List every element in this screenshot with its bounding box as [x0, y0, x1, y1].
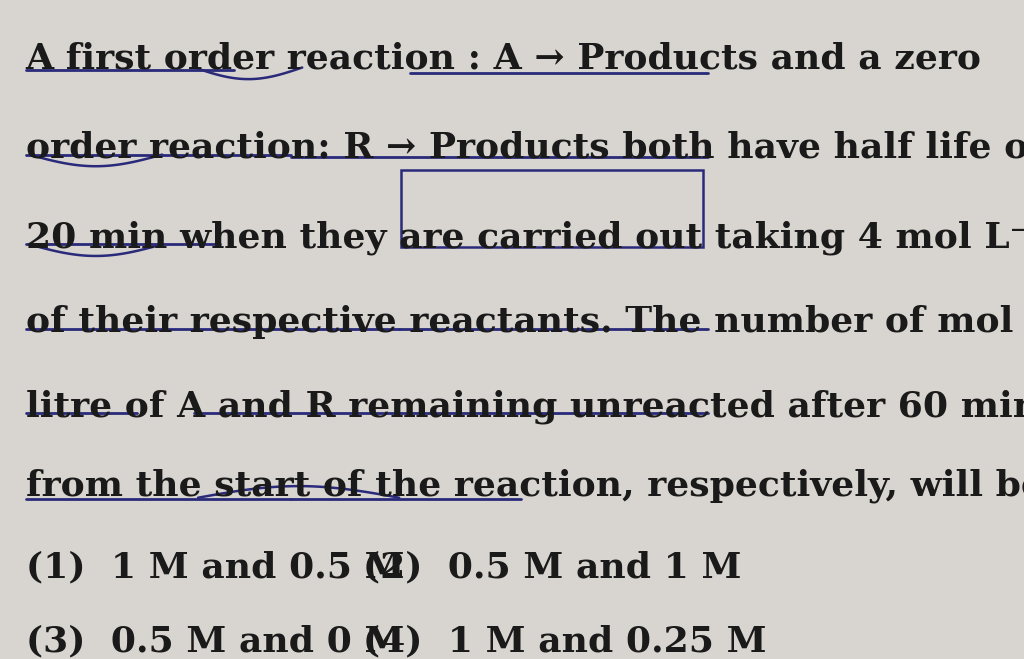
Text: (1)  1 M and 0.5 M: (1) 1 M and 0.5 M: [26, 550, 404, 585]
Text: litre of A and R remaining unreacted after 60 min: litre of A and R remaining unreacted aft…: [26, 389, 1024, 424]
Text: order reaction: R → Products both have half life of: order reaction: R → Products both have h…: [26, 131, 1024, 165]
Text: A first order reaction : A → Products and a zero: A first order reaction : A → Products an…: [26, 41, 982, 75]
Text: (3)  0.5 M and 0 M: (3) 0.5 M and 0 M: [26, 625, 404, 658]
Text: of their respective reactants. The number of mol per: of their respective reactants. The numbe…: [26, 305, 1024, 339]
Text: from the start of the reaction, respectively, will be :-: from the start of the reaction, respecti…: [26, 469, 1024, 503]
Text: (4)  1 M and 0.25 M: (4) 1 M and 0.25 M: [364, 625, 767, 658]
Text: 20 min when they are carried out taking 4 mol L⁻¹: 20 min when they are carried out taking …: [26, 221, 1024, 255]
Text: (2)  0.5 M and 1 M: (2) 0.5 M and 1 M: [364, 550, 741, 585]
